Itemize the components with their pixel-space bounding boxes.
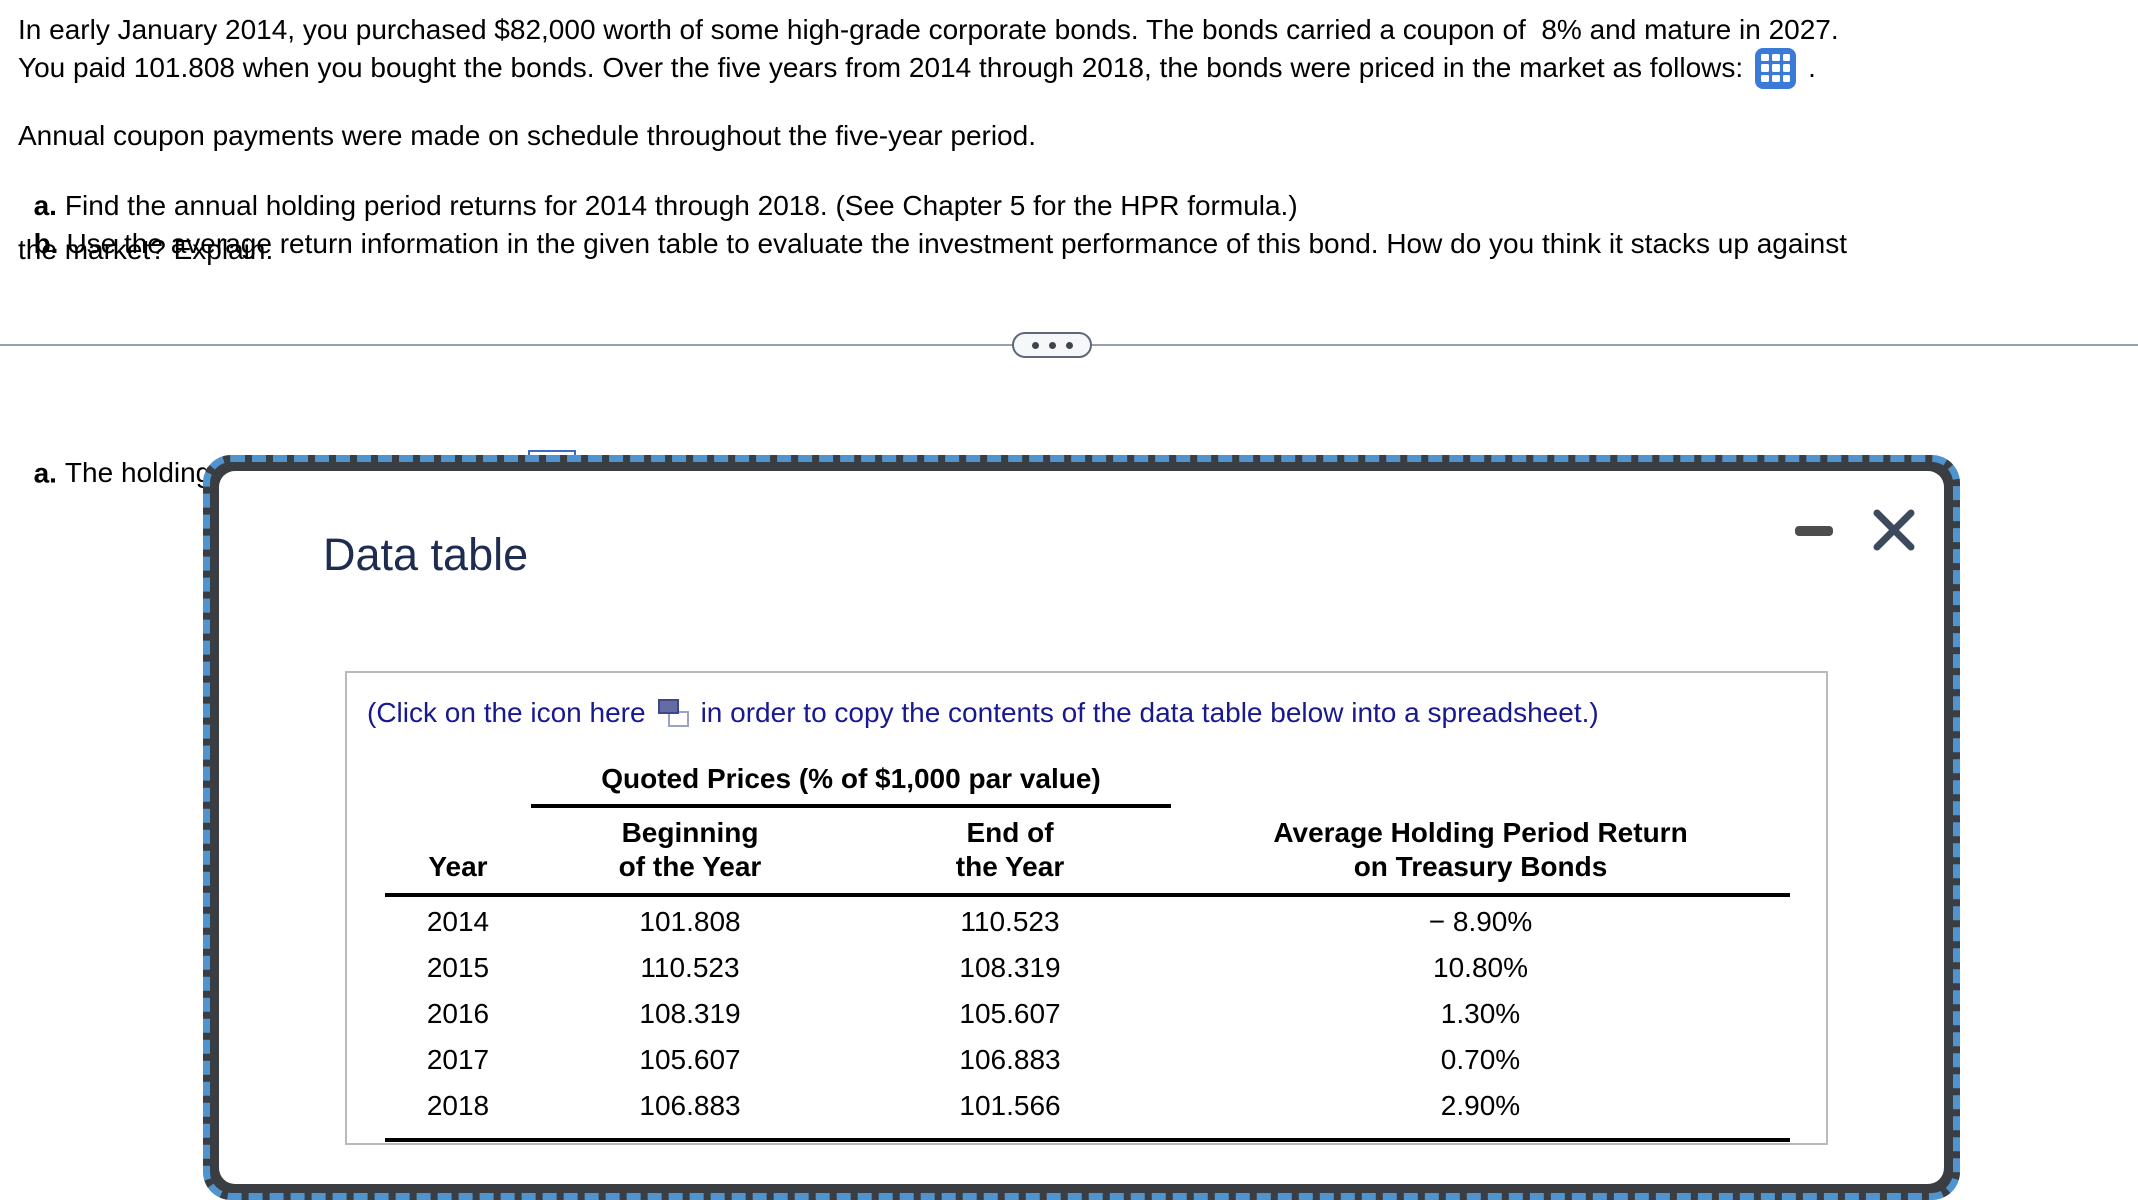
ellipsis-dots-icon <box>1065 341 1073 349</box>
problem-text-line4: a. Find the annual holding period returns… <box>18 158 1298 222</box>
problem-text-line2-period: . <box>1808 52 1816 83</box>
col-header-average: Average Holding Period Return on Treasur… <box>1171 816 1790 884</box>
grid-cell <box>1782 74 1791 83</box>
ellipsis-dots-icon <box>1048 341 1056 349</box>
cell-year: 2017 <box>426 1044 490 1075</box>
problem-text-line2-text: You paid 101.808 when you bought the bon… <box>18 52 1744 83</box>
ellipsis-dots-icon <box>1031 341 1039 349</box>
problem-text-line2: You paid 101.808 when you bought the bon… <box>18 46 1816 90</box>
copy-instruction-before: (Click on the icon here <box>367 697 646 728</box>
grid-cell <box>1771 74 1780 83</box>
table-rows: 2014 101.808 110.523 − 8.90% 2015 110.52… <box>385 899 1790 1129</box>
part-a-label: a. <box>33 190 57 221</box>
problem-text-line1: In early January 2014, you purchased $82… <box>18 14 1839 45</box>
copy-icon-front <box>657 699 679 714</box>
cell-avg: 0.70% <box>1440 1044 1521 1075</box>
cell-begin: 101.808 <box>639 906 741 937</box>
part-b-text: Use the average return information in th… <box>66 228 1848 259</box>
dialog-title: Data table <box>323 529 529 580</box>
cell-year: 2014 <box>426 906 490 937</box>
cell-begin: 105.607 <box>639 1044 741 1075</box>
problem-text-line6: the market? Explain. <box>18 234 274 265</box>
cell-avg: − 8.90% <box>1428 906 1533 937</box>
cell-year: 2018 <box>426 1090 490 1121</box>
cell-year: 2015 <box>426 952 490 983</box>
cell-avg: 2.90% <box>1440 1090 1521 1121</box>
dialog-body: Data table (Click on the icon here in or… <box>219 471 1944 1184</box>
cell-end: 101.566 <box>959 1090 1061 1121</box>
group-header-underline <box>531 804 1171 808</box>
grid-cell <box>1771 64 1780 72</box>
problem-text-line3: Annual coupon payments were made on sche… <box>18 120 1036 151</box>
minimize-icon <box>1795 526 1833 536</box>
divider-toggle-button[interactable] <box>1012 332 1092 358</box>
data-table-panel: (Click on the icon here in order to copy… <box>345 671 1828 1145</box>
bond-price-table: Quoted Prices (% of $1,000 par value) Ye… <box>385 763 1790 1142</box>
grid-cell <box>1771 53 1780 62</box>
table-row: 2016 108.319 105.607 1.30% <box>385 991 1790 1037</box>
cell-end: 108.319 <box>959 952 1061 983</box>
table-header-row: Year Beginning of the Year End of the Ye… <box>385 816 1790 884</box>
col-header-beginning: Beginning of the Year <box>531 816 849 884</box>
copy-to-spreadsheet-icon[interactable] <box>657 699 689 727</box>
col-header-beginning-line2: of the Year <box>618 851 762 882</box>
col-header-beginning-line1: Beginning <box>621 817 759 848</box>
close-icon <box>1873 509 1915 551</box>
grid-cell <box>1782 53 1791 62</box>
col-header-end-line2: the Year <box>955 851 1065 882</box>
bottom-rule <box>385 1138 1790 1142</box>
part-a-text: Find the annual holding period returns f… <box>64 190 1298 221</box>
question-a-label: a. <box>33 457 57 489</box>
cell-end: 110.523 <box>960 906 1060 937</box>
cell-avg: 1.30% <box>1440 998 1521 1029</box>
col-header-end-line1: End of <box>966 817 1054 848</box>
cell-year: 2016 <box>426 998 490 1029</box>
col-header-year-text: Year <box>428 851 488 882</box>
grid-cell <box>1782 64 1791 72</box>
data-table-icon[interactable] <box>1755 47 1797 89</box>
header-rule <box>385 893 1790 897</box>
copy-instruction-after: in order to copy the contents of the dat… <box>700 697 1599 728</box>
grid-cell <box>1761 74 1769 83</box>
col-header-average-line2: on Treasury Bonds <box>1353 851 1608 882</box>
quoted-prices-group-header: Quoted Prices (% of $1,000 par value) <box>601 763 1101 794</box>
copy-instruction: (Click on the icon here in order to copy… <box>367 697 1826 729</box>
col-header-end: End of the Year <box>849 816 1171 884</box>
table-row: 2014 101.808 110.523 − 8.90% <box>385 899 1790 945</box>
table-row: 2015 110.523 108.319 10.80% <box>385 945 1790 991</box>
cell-begin: 110.523 <box>640 952 740 983</box>
close-button[interactable] <box>1859 495 1929 565</box>
table-row: 2018 106.883 101.566 2.90% <box>385 1083 1790 1129</box>
cell-begin: 106.883 <box>639 1090 741 1121</box>
part-b-label: b. <box>33 228 59 259</box>
cell-end: 106.883 <box>959 1044 1061 1075</box>
grid-cell <box>1761 64 1769 72</box>
col-header-year: Year <box>385 850 531 884</box>
data-table-dialog: Data table (Click on the icon here in or… <box>203 455 1960 1200</box>
cell-avg: 10.80% <box>1433 952 1528 983</box>
minimize-button[interactable] <box>1779 507 1849 555</box>
grid-cell <box>1761 53 1769 62</box>
problem-text-line5: b. Use the average return information in … <box>18 196 1847 260</box>
table-row: 2017 105.607 106.883 0.70% <box>385 1037 1790 1083</box>
cell-begin: 108.319 <box>639 998 741 1029</box>
cell-end: 105.607 <box>959 998 1061 1029</box>
col-header-average-line1: Average Holding Period Return <box>1273 817 1688 848</box>
